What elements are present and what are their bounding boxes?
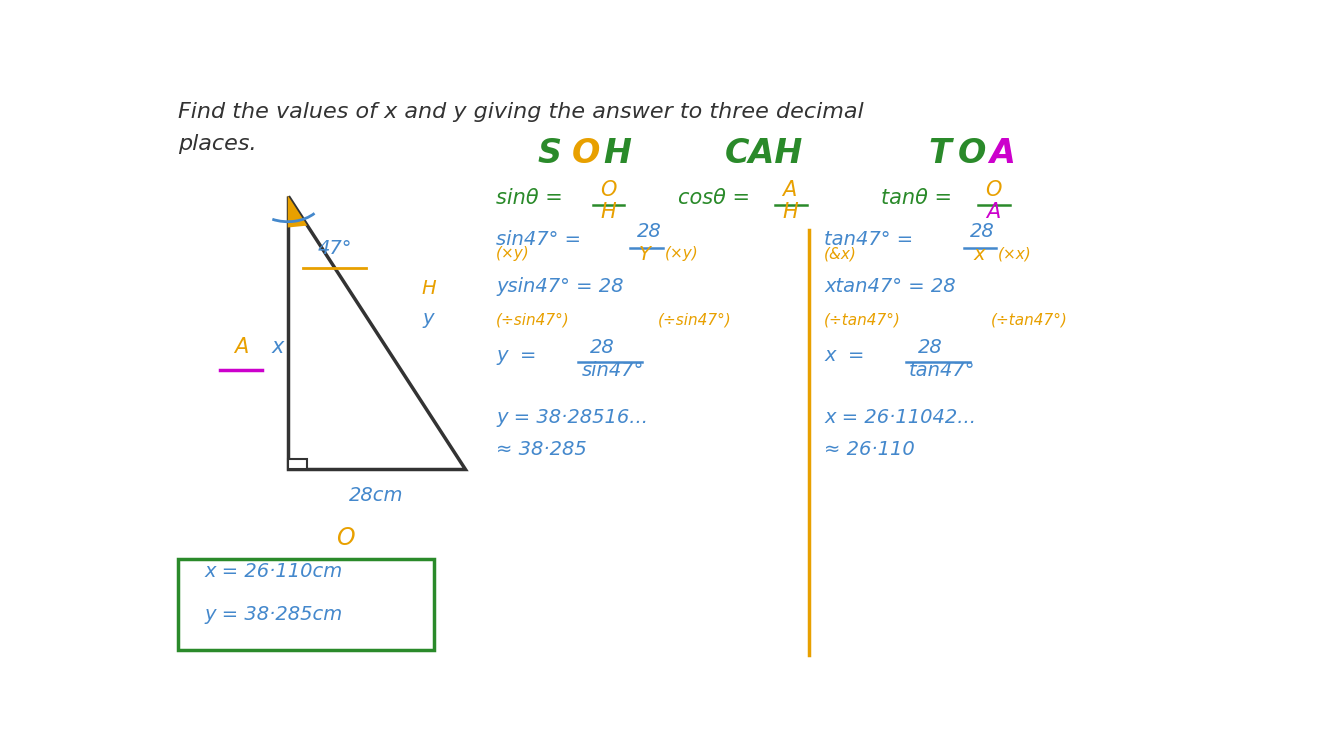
Text: H: H xyxy=(782,202,798,222)
Text: tan47°: tan47° xyxy=(909,361,976,380)
Text: (÷tan47°): (÷tan47°) xyxy=(824,313,900,328)
Text: 28: 28 xyxy=(970,222,995,241)
Text: CAH: CAH xyxy=(726,138,804,171)
Text: Y: Y xyxy=(638,244,650,264)
Text: (÷sin47°): (÷sin47°) xyxy=(496,313,570,328)
Text: 28: 28 xyxy=(918,338,942,357)
Text: tan47° =: tan47° = xyxy=(824,230,914,249)
Text: x = 26·110cm: x = 26·110cm xyxy=(204,562,343,581)
Text: O: O xyxy=(336,525,355,550)
Text: (÷tan47°): (÷tan47°) xyxy=(991,313,1067,328)
Text: ≈ 26·110: ≈ 26·110 xyxy=(824,439,915,459)
Text: O: O xyxy=(573,138,601,171)
Text: O: O xyxy=(601,179,617,200)
Text: 28cm: 28cm xyxy=(349,486,403,505)
Text: ≈ 38·285: ≈ 38·285 xyxy=(496,439,587,459)
Text: xtan47° = 28: xtan47° = 28 xyxy=(824,277,956,296)
Text: (&x): (&x) xyxy=(824,246,857,262)
Bar xyxy=(288,459,306,469)
Text: 28: 28 xyxy=(590,338,614,357)
Text: H: H xyxy=(601,202,616,222)
Text: (÷sin47°): (÷sin47°) xyxy=(657,313,731,328)
Text: S: S xyxy=(538,138,562,171)
Text: H: H xyxy=(421,280,435,299)
Text: A: A xyxy=(989,138,1015,171)
Polygon shape xyxy=(288,196,465,469)
Text: y = 38·285cm: y = 38·285cm xyxy=(204,606,343,624)
Text: cosθ =: cosθ = xyxy=(679,188,750,208)
Text: x  =: x = xyxy=(824,346,864,365)
Text: (×x): (×x) xyxy=(999,246,1032,262)
Text: A: A xyxy=(782,179,797,200)
Text: A: A xyxy=(234,336,249,357)
Text: y: y xyxy=(422,308,434,327)
Text: sin47° =: sin47° = xyxy=(496,230,581,249)
Text: T: T xyxy=(929,138,952,171)
FancyBboxPatch shape xyxy=(179,559,434,649)
Polygon shape xyxy=(288,196,308,228)
Text: y = 38·28516...: y = 38·28516... xyxy=(496,407,648,426)
Text: sinθ =: sinθ = xyxy=(496,188,563,208)
Text: 47°: 47° xyxy=(317,239,352,258)
Text: x: x xyxy=(973,244,985,264)
Text: (×y): (×y) xyxy=(496,246,530,262)
Text: O: O xyxy=(985,179,1003,200)
Text: H: H xyxy=(603,138,632,171)
Text: O: O xyxy=(957,138,986,171)
Text: ysin47° = 28: ysin47° = 28 xyxy=(496,277,624,296)
Text: (×y): (×y) xyxy=(665,246,699,262)
Text: Find the values of x and y giving the answer to three decimal: Find the values of x and y giving the an… xyxy=(179,102,864,122)
Text: 28: 28 xyxy=(637,222,661,241)
Text: x: x xyxy=(271,336,284,357)
Text: y  =: y = xyxy=(496,346,536,365)
Text: x = 26·11042...: x = 26·11042... xyxy=(824,407,976,426)
Text: tanθ =: tanθ = xyxy=(882,188,953,208)
Text: A: A xyxy=(985,202,1000,222)
Text: places.: places. xyxy=(179,135,257,154)
Text: sin47°: sin47° xyxy=(582,361,644,380)
